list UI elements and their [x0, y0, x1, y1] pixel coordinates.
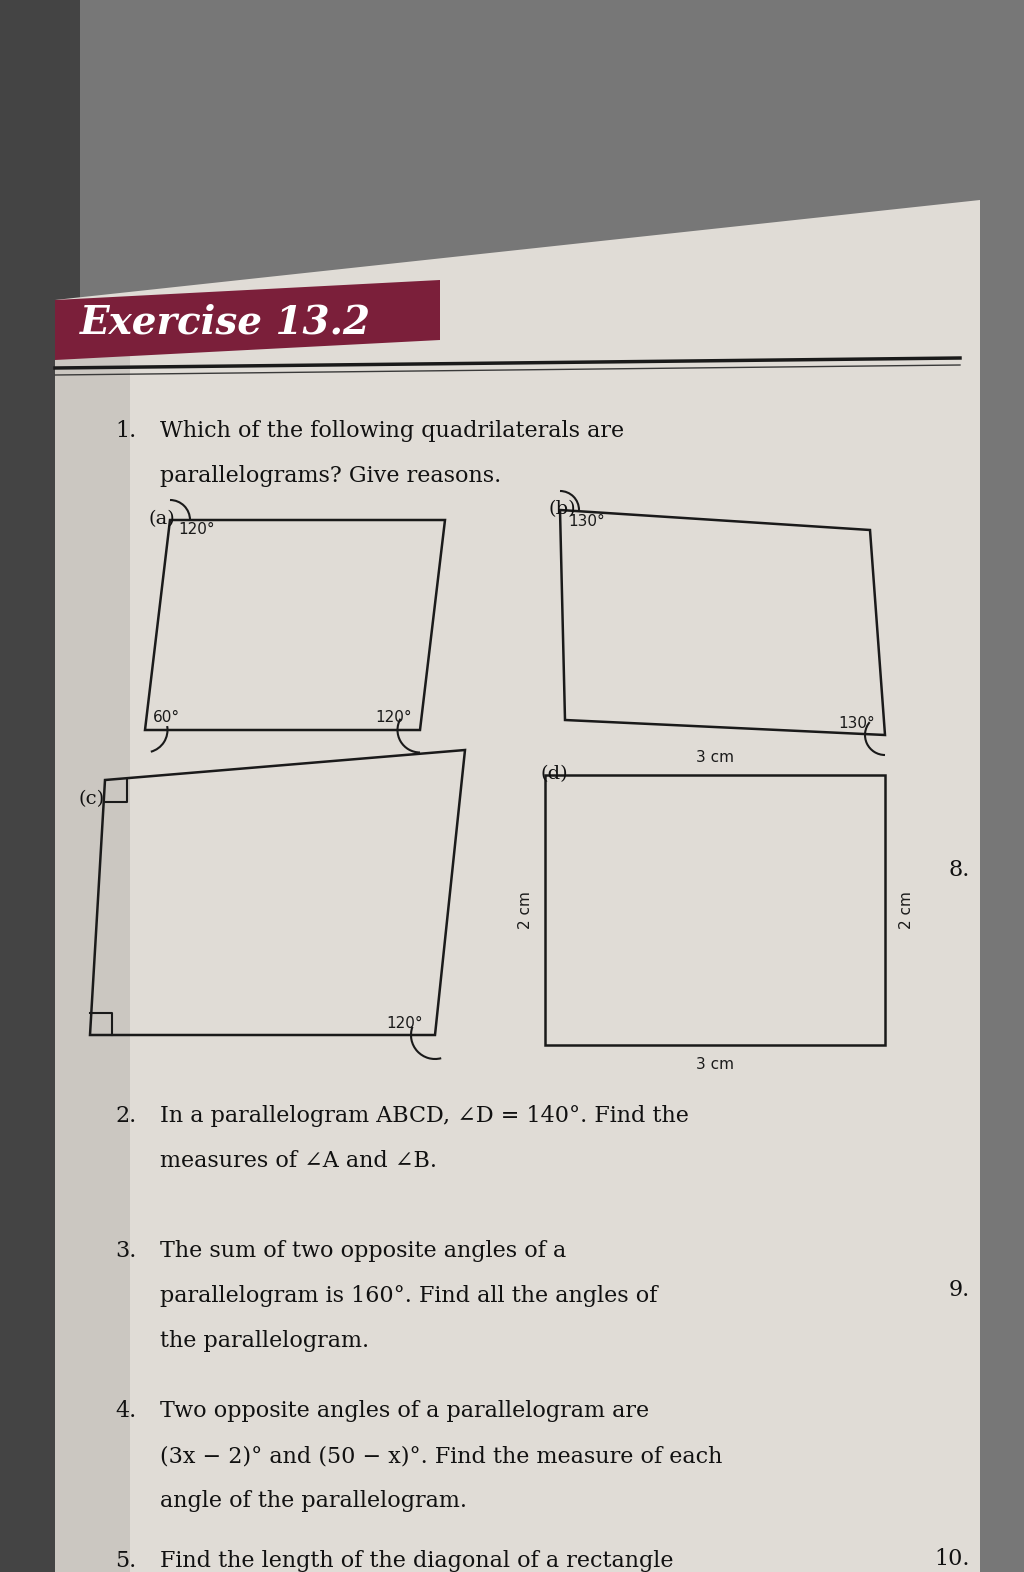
- Text: The sum of two opposite angles of a: The sum of two opposite angles of a: [160, 1240, 566, 1262]
- Text: parallelogram is 160°. Find all the angles of: parallelogram is 160°. Find all the angl…: [160, 1284, 657, 1306]
- Text: 4.: 4.: [115, 1401, 136, 1423]
- Text: the parallelogram.: the parallelogram.: [160, 1330, 369, 1352]
- Text: In a parallelogram ABCD, ∠D = 140°. Find the: In a parallelogram ABCD, ∠D = 140°. Find…: [160, 1105, 689, 1127]
- Text: (a): (a): [148, 509, 175, 528]
- Text: Two opposite angles of a parallelogram are: Two opposite angles of a parallelogram a…: [160, 1401, 649, 1423]
- Polygon shape: [55, 300, 130, 1572]
- Text: (b): (b): [548, 500, 575, 519]
- Text: (c): (c): [78, 791, 104, 808]
- Text: 120°: 120°: [178, 522, 215, 538]
- Text: 3 cm: 3 cm: [696, 750, 734, 766]
- Polygon shape: [55, 280, 440, 360]
- Bar: [0, 0, 1024, 399]
- Text: 8.: 8.: [948, 858, 970, 880]
- Text: 120°: 120°: [376, 711, 412, 725]
- Text: (d): (d): [540, 766, 567, 783]
- Text: angle of the parallelogram.: angle of the parallelogram.: [160, 1490, 467, 1512]
- Text: Exercise 13.2: Exercise 13.2: [80, 303, 371, 341]
- Text: 130°: 130°: [839, 715, 874, 731]
- Text: 10.: 10.: [935, 1548, 970, 1570]
- Text: 1.: 1.: [115, 420, 136, 442]
- Text: 3 cm: 3 cm: [696, 1056, 734, 1072]
- Text: 120°: 120°: [386, 1016, 423, 1031]
- Polygon shape: [55, 200, 980, 1572]
- Text: 2.: 2.: [115, 1105, 136, 1127]
- Text: 3.: 3.: [115, 1240, 136, 1262]
- Text: measures of ∠A and ∠B.: measures of ∠A and ∠B.: [160, 1151, 437, 1173]
- Text: 9.: 9.: [949, 1280, 970, 1302]
- Text: 2 cm: 2 cm: [899, 891, 914, 929]
- Text: 2 cm: 2 cm: [518, 891, 534, 929]
- Text: Which of the following quadrilaterals are: Which of the following quadrilaterals ar…: [160, 420, 624, 442]
- Text: 60°: 60°: [153, 711, 180, 725]
- Text: 130°: 130°: [568, 514, 605, 530]
- Polygon shape: [0, 0, 80, 1572]
- Text: 5.: 5.: [115, 1550, 136, 1572]
- Text: parallelograms? Give reasons.: parallelograms? Give reasons.: [160, 465, 502, 487]
- Text: Find the length of the diagonal of a rectangle: Find the length of the diagonal of a rec…: [160, 1550, 674, 1572]
- Text: (3x − 2)° and (50 − x)°. Find the measure of each: (3x − 2)° and (50 − x)°. Find the measur…: [160, 1445, 722, 1467]
